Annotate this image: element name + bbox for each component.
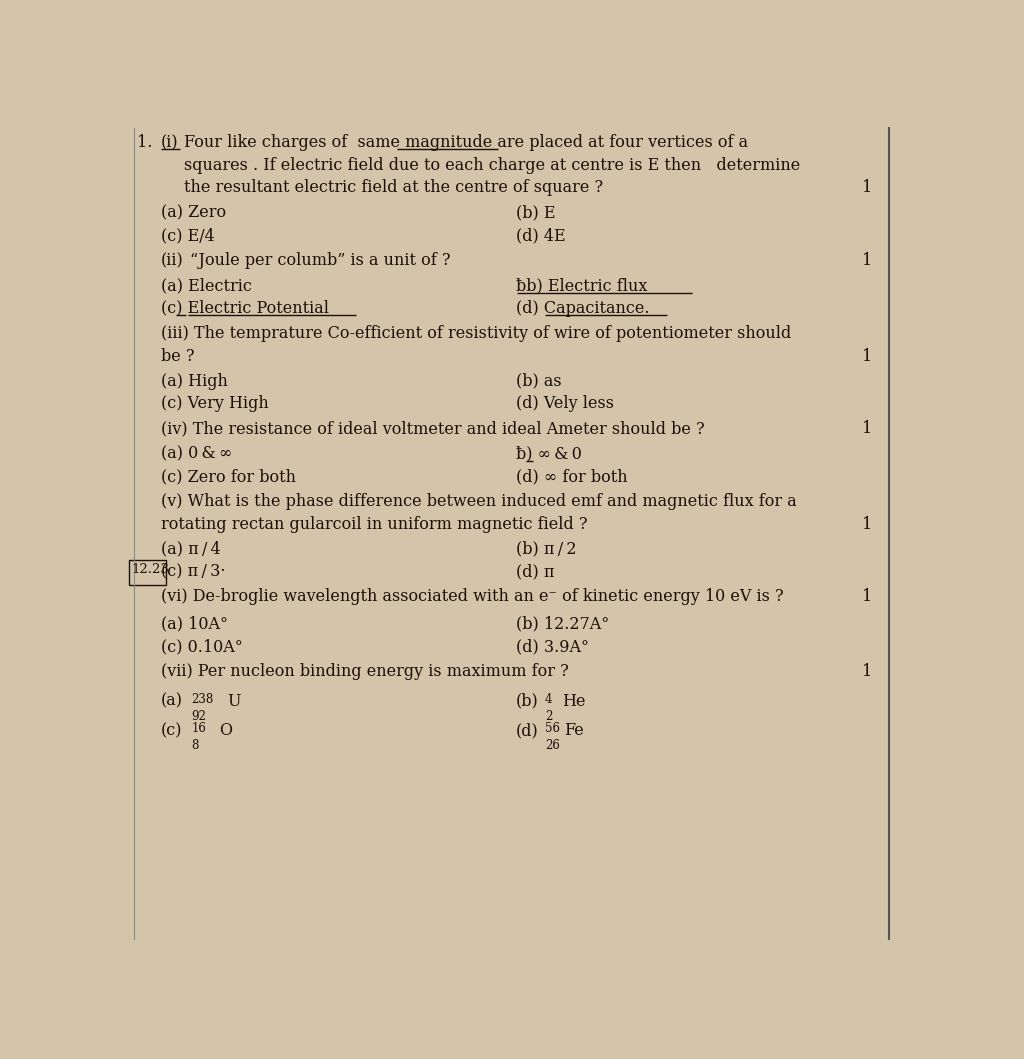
- Text: (d) 4E: (d) 4E: [515, 227, 565, 245]
- Text: 26: 26: [545, 739, 560, 752]
- Text: Fe: Fe: [564, 722, 584, 739]
- Text: (a) 10A°: (a) 10A°: [161, 615, 227, 632]
- Text: (v) What is the phase difference between induced emf and magnetic flux for a: (v) What is the phase difference between…: [161, 492, 797, 509]
- Text: 8: 8: [191, 739, 199, 752]
- Text: (vii) Per nucleon binding energy is maximum for ?: (vii) Per nucleon binding energy is maxi…: [161, 663, 568, 680]
- Text: O: O: [219, 722, 231, 739]
- Text: 1: 1: [862, 663, 872, 680]
- Text: “Joule per columb” is a unit of ?: “Joule per columb” is a unit of ?: [190, 252, 451, 269]
- Text: (c) Very High: (c) Very High: [161, 395, 268, 412]
- Text: the resultant electric field at the centre of square ?: the resultant electric field at the cent…: [183, 179, 603, 196]
- Text: (a) 0 & ∞: (a) 0 & ∞: [161, 445, 231, 462]
- Text: 1: 1: [862, 179, 872, 196]
- Text: Four like charges of  same magnitude are placed at four vertices of a: Four like charges of same magnitude are …: [183, 134, 748, 151]
- Text: (i): (i): [161, 134, 178, 151]
- Text: (b) 12.27A°: (b) 12.27A°: [515, 615, 608, 632]
- Text: (d) 3.9A°: (d) 3.9A°: [515, 639, 589, 656]
- Text: (b): (b): [515, 693, 539, 710]
- Text: U: U: [227, 693, 241, 710]
- Text: (iv) The resistance of ideal voltmeter and ideal Ameter should be ?: (iv) The resistance of ideal voltmeter a…: [161, 420, 705, 437]
- Text: (a) High: (a) High: [161, 373, 227, 390]
- Text: 238: 238: [191, 693, 214, 705]
- Text: 2: 2: [545, 710, 552, 722]
- Text: (a) Electric: (a) Electric: [161, 277, 252, 294]
- Text: (d) π: (d) π: [515, 563, 554, 580]
- Text: (b) as: (b) as: [515, 373, 561, 390]
- Text: be ?: be ?: [161, 347, 195, 364]
- Text: (d) Vely less: (d) Vely less: [515, 395, 613, 412]
- Text: (iii) The temprature Co-efficient of resistivity of wire of potentiometer should: (iii) The temprature Co-efficient of res…: [161, 325, 791, 342]
- Text: (a) Zero: (a) Zero: [161, 204, 225, 221]
- Text: 1: 1: [862, 589, 872, 606]
- Text: 12.23: 12.23: [132, 563, 170, 576]
- Text: 1: 1: [862, 516, 872, 533]
- Text: 16: 16: [191, 722, 207, 735]
- Text: (c): (c): [161, 722, 182, 739]
- Text: 1.: 1.: [137, 134, 153, 151]
- Text: ƀ) ∞ & 0: ƀ) ∞ & 0: [515, 445, 582, 462]
- Text: (c) E/4: (c) E/4: [161, 227, 214, 245]
- Text: 92: 92: [191, 710, 207, 722]
- Text: 1: 1: [862, 347, 872, 364]
- Text: (b) π / 2: (b) π / 2: [515, 540, 575, 558]
- Text: (a): (a): [161, 693, 182, 710]
- Text: ƀb) Electric flux: ƀb) Electric flux: [515, 277, 647, 294]
- Text: 4: 4: [545, 693, 553, 705]
- Text: (vi) De-broglie wavelength associated with an e⁻ of kinetic energy 10 eV is ?: (vi) De-broglie wavelength associated wi…: [161, 589, 783, 606]
- Text: squares . If electric field due to each charge at centre is E then   determine: squares . If electric field due to each …: [183, 157, 800, 174]
- Text: 1: 1: [862, 420, 872, 437]
- Text: 1: 1: [862, 252, 872, 269]
- Text: (a) π / 4: (a) π / 4: [161, 540, 220, 558]
- Text: He: He: [562, 693, 586, 710]
- Text: (d) Capacitance.: (d) Capacitance.: [515, 300, 649, 317]
- Text: 56: 56: [545, 722, 560, 735]
- Text: (b) E: (b) E: [515, 204, 555, 221]
- Text: (ii): (ii): [161, 252, 183, 269]
- Text: (c) Zero for both: (c) Zero for both: [161, 468, 296, 485]
- Text: (d): (d): [515, 722, 539, 739]
- Text: (c) Electric Potential: (c) Electric Potential: [161, 300, 329, 317]
- Text: (c) 0.10A°: (c) 0.10A°: [161, 639, 243, 656]
- Text: (c) π / 3·: (c) π / 3·: [161, 563, 225, 580]
- Text: (d) ∞ for both: (d) ∞ for both: [515, 468, 627, 485]
- Text: rotating rectan gularcoil in uniform magnetic field ?: rotating rectan gularcoil in uniform mag…: [161, 516, 587, 533]
